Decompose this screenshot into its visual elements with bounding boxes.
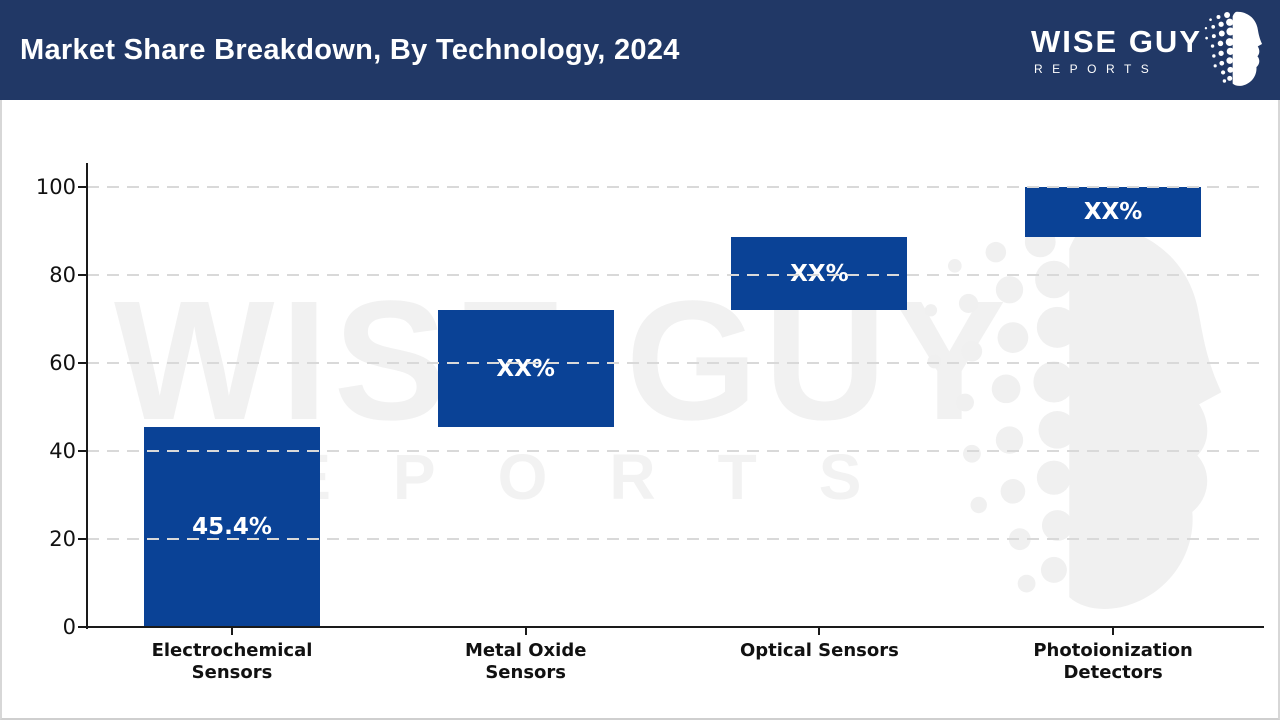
x-category-label-line: Metal Oxide	[464, 640, 587, 661]
logo-subtitle: REPORTS	[1033, 61, 1159, 76]
x-tick	[818, 628, 821, 635]
y-tick	[78, 626, 86, 628]
x-category-label: Electrochemical Sensors	[102, 640, 362, 684]
bar-value-label: 45.4%	[192, 514, 272, 541]
x-category-label-line: Photoionization	[1033, 640, 1193, 661]
x-axis-line	[85, 626, 1264, 628]
x-tick	[1112, 628, 1115, 635]
y-tick-label: 20	[49, 527, 76, 551]
y-tick-label: 80	[49, 263, 76, 287]
y-tick	[78, 538, 86, 540]
y-tick-label: 60	[49, 351, 76, 375]
wiseguy-logo: WISE GUY REPORTS	[1031, 9, 1266, 91]
x-category-label-line: Sensors	[191, 662, 273, 683]
chart-area: WISE GUY REPORTS 45.4% XX% XX% XX% 0 20 40 60 80…	[0, 100, 1280, 720]
bar-segment: XX%	[731, 237, 908, 311]
x-category-label: Optical Sensors	[689, 640, 949, 662]
y-axis-line	[86, 163, 88, 629]
watermark-face-icon	[900, 218, 1242, 628]
x-category-label-line: Sensors	[485, 662, 567, 683]
x-category-label-line: Detectors	[1063, 662, 1163, 683]
bar-segment: XX%	[1025, 187, 1202, 238]
y-tick-label: 100	[35, 175, 76, 199]
logo-text: WISE GUY REPORTS	[1030, 23, 1202, 76]
x-category-label: Photoionization Detectors	[983, 640, 1243, 684]
x-category-label-line: Electrochemical	[151, 640, 313, 661]
y-tick	[78, 362, 86, 364]
x-category-label: Metal Oxide Sensors	[396, 640, 656, 684]
x-category-label-line: Optical Sensors	[739, 640, 899, 661]
y-tick	[78, 186, 86, 188]
y-tick	[78, 450, 86, 452]
face-logo-icon	[1200, 9, 1266, 91]
y-tick-label: 40	[49, 439, 76, 463]
logo-wordmark: WISE GUY	[1030, 23, 1202, 59]
page-title: Market Share Breakdown, By Technology, 2…	[20, 33, 680, 66]
y-tick-label: 0	[62, 615, 76, 639]
bar-segment: 45.4%	[144, 427, 320, 627]
x-tick	[524, 628, 527, 635]
bar-value-label: XX%	[496, 355, 555, 382]
bar-value-label: XX%	[790, 260, 849, 287]
bar-value-label: XX%	[1083, 199, 1143, 226]
header: Market Share Breakdown, By Technology, 2…	[0, 0, 1280, 100]
bar-segment: XX%	[437, 310, 614, 428]
y-tick	[78, 274, 86, 276]
x-tick	[231, 628, 233, 635]
